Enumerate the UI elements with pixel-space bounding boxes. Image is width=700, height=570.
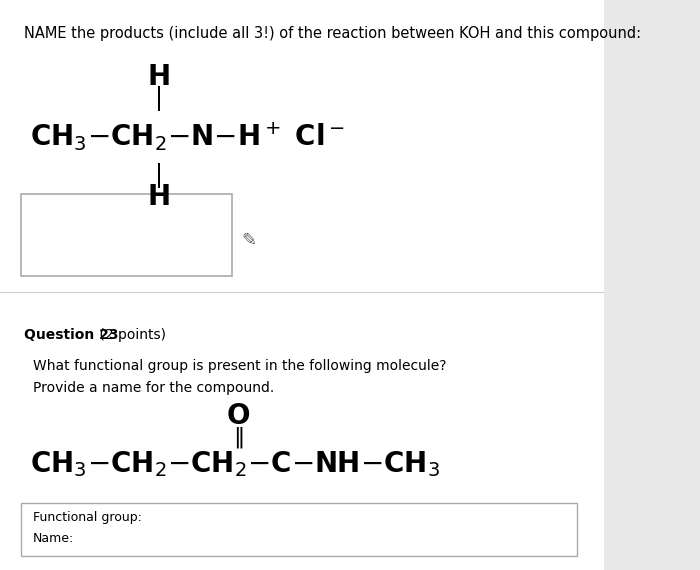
Text: Provide a name for the compound.: Provide a name for the compound. xyxy=(33,381,274,395)
Text: |: | xyxy=(155,86,163,111)
Text: ✎: ✎ xyxy=(241,232,257,250)
Text: H: H xyxy=(147,63,170,91)
FancyBboxPatch shape xyxy=(21,503,577,556)
Text: CH$_3$$-$CH$_2$$-$CH$_2$$-$C$-$NH$-$CH$_3$: CH$_3$$-$CH$_2$$-$CH$_2$$-$C$-$NH$-$CH$_… xyxy=(30,450,440,479)
FancyBboxPatch shape xyxy=(21,194,232,276)
Text: Functional group:: Functional group: xyxy=(33,511,142,524)
Text: O: O xyxy=(227,402,250,430)
FancyBboxPatch shape xyxy=(0,0,603,570)
Text: NAME the products (include all 3!) of the reaction between KOH and this compound: NAME the products (include all 3!) of th… xyxy=(24,26,641,40)
Text: What functional group is present in the following molecule?: What functional group is present in the … xyxy=(33,359,447,373)
Text: Question 23: Question 23 xyxy=(24,328,118,342)
Text: |: | xyxy=(155,163,163,188)
Text: Name:: Name: xyxy=(33,532,74,545)
Text: H: H xyxy=(147,182,170,211)
Text: (2 points): (2 points) xyxy=(95,328,167,342)
Text: ‖: ‖ xyxy=(233,426,244,448)
Text: CH$_3$$-$CH$_2$$-$N$-$H$^+$ Cl$^-$: CH$_3$$-$CH$_2$$-$N$-$H$^+$ Cl$^-$ xyxy=(30,120,345,153)
